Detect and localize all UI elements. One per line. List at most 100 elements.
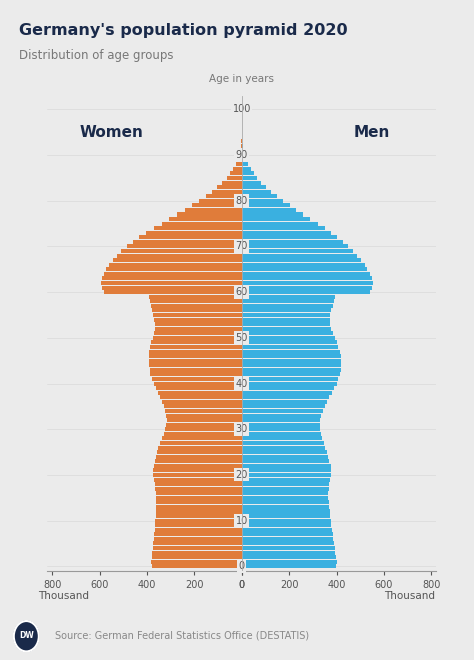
Bar (242, 345, 338, 349)
Bar (152, 555, 242, 559)
Bar (242, 213, 303, 216)
Bar (151, 372, 242, 376)
Bar (242, 180, 262, 185)
Bar (242, 253, 357, 257)
Bar (242, 317, 330, 321)
Bar (242, 363, 341, 368)
Bar (222, 180, 242, 185)
Bar (242, 519, 330, 523)
Bar (242, 537, 333, 541)
Bar (152, 377, 242, 381)
Bar (242, 354, 341, 358)
Bar (169, 217, 242, 221)
Bar (185, 208, 242, 212)
Text: DW: DW (19, 631, 34, 640)
Bar (153, 541, 242, 546)
Bar (156, 510, 242, 513)
Bar (148, 354, 242, 358)
Text: Distribution of age groups: Distribution of age groups (19, 50, 173, 63)
Bar (233, 167, 242, 171)
Bar (242, 153, 244, 157)
Text: 70: 70 (236, 242, 248, 251)
Bar (153, 313, 242, 317)
Bar (241, 139, 242, 143)
Bar (242, 176, 257, 180)
Bar (150, 345, 242, 349)
Bar (242, 167, 250, 171)
Bar (152, 550, 242, 554)
Bar (242, 277, 372, 280)
Bar (133, 240, 242, 244)
Bar (242, 510, 329, 513)
Bar (154, 226, 242, 230)
Bar (242, 281, 373, 285)
Bar (102, 286, 242, 290)
Bar (153, 546, 242, 550)
Bar (242, 446, 325, 449)
Bar (242, 148, 243, 152)
Bar (156, 496, 242, 500)
Bar (106, 267, 242, 271)
Bar (242, 258, 361, 262)
Bar (166, 422, 242, 427)
Text: 90: 90 (236, 150, 248, 160)
Bar (192, 203, 242, 207)
Bar (242, 514, 330, 518)
Bar (242, 473, 331, 477)
Bar (242, 286, 372, 290)
Bar (242, 249, 353, 253)
Bar (150, 299, 242, 304)
Bar (242, 541, 334, 546)
Bar (242, 368, 341, 372)
Bar (242, 482, 329, 486)
Bar (165, 427, 242, 431)
Bar (199, 199, 242, 203)
Bar (242, 427, 320, 431)
Bar (242, 290, 370, 294)
Text: 30: 30 (236, 424, 248, 434)
Bar (152, 564, 242, 568)
Bar (154, 381, 242, 385)
Bar (162, 222, 242, 226)
Bar (121, 249, 242, 253)
Bar (157, 450, 242, 454)
Bar (242, 555, 336, 559)
Bar (242, 199, 283, 203)
Bar (242, 322, 330, 326)
Bar (242, 450, 327, 454)
Bar (154, 464, 242, 468)
Bar (160, 395, 242, 399)
Bar (242, 459, 329, 463)
Bar (158, 391, 242, 395)
Bar (242, 331, 333, 335)
Text: Thousand: Thousand (38, 591, 90, 601)
Bar (242, 395, 329, 399)
Bar (149, 363, 242, 368)
Bar (242, 222, 318, 226)
Bar (242, 491, 328, 495)
Bar (139, 236, 242, 240)
Bar (242, 400, 327, 404)
Bar (242, 299, 334, 304)
Bar (162, 436, 242, 440)
Bar (154, 537, 242, 541)
Bar (155, 528, 242, 532)
Bar (242, 217, 310, 221)
Bar (156, 491, 242, 495)
Bar (156, 386, 242, 390)
Bar (242, 226, 325, 230)
Text: Source: German Federal Statistics Office (DESTATIS): Source: German Federal Statistics Office… (55, 630, 309, 641)
Bar (155, 322, 242, 326)
Bar (154, 533, 242, 537)
Bar (242, 244, 348, 249)
Bar (242, 386, 334, 390)
Bar (149, 350, 242, 354)
Bar (150, 368, 242, 372)
Text: Thousand: Thousand (384, 591, 436, 601)
Bar (155, 482, 242, 486)
Bar (242, 158, 246, 162)
Text: 0: 0 (239, 562, 245, 572)
Bar (240, 148, 242, 152)
Text: Men: Men (354, 125, 390, 140)
Bar (154, 477, 242, 482)
